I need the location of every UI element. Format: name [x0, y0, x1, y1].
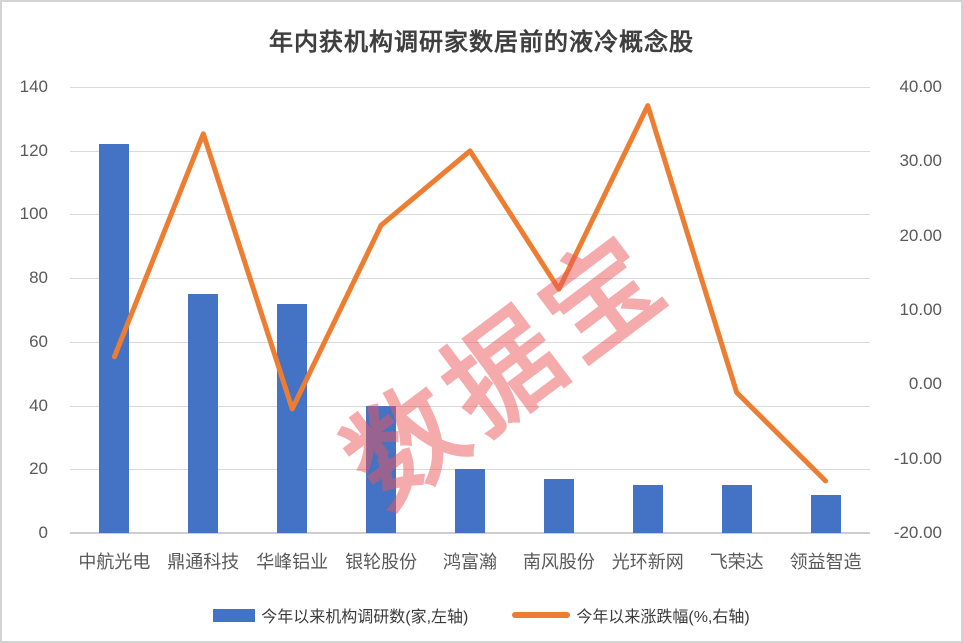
bar-银轮股份: [366, 405, 397, 533]
gridline: [70, 278, 870, 280]
left-axis-tick: 120: [19, 140, 48, 160]
left-axis: 140 120 100 80 60 40 20 0: [2, 77, 48, 542]
legend-item: 今年以来涨跌幅(%,右轴): [512, 603, 750, 627]
left-axis-tick: 40: [29, 395, 48, 415]
left-axis-tick: 80: [29, 268, 48, 288]
bar-领益智造: [810, 494, 841, 533]
legend-label: 今年以来涨跌幅(%,右轴): [576, 609, 750, 626]
bar-华峰铝业: [277, 303, 308, 533]
right-axis-tick: 20.00: [899, 225, 942, 245]
legend-item: 今年以来机构调研数(家,左轴): [213, 603, 468, 627]
legend-label: 今年以来机构调研数(家,左轴): [261, 609, 469, 626]
left-axis-tick: 60: [29, 331, 48, 351]
category-label: 银轮股份: [345, 552, 418, 572]
left-axis-tick: 140: [19, 77, 48, 96]
category-label: 南风股份: [522, 552, 595, 572]
legend-bar-swatch-icon: [213, 608, 256, 622]
category-label: 飞荣达: [709, 552, 764, 572]
legend: 今年以来机构调研数(家,左轴) 今年以来涨跌幅(%,右轴): [2, 603, 961, 627]
left-axis-tick: 20: [29, 459, 48, 479]
category-label: 鼎通科技: [167, 552, 240, 572]
line-path: [111, 103, 829, 484]
bar-中航光电: [99, 144, 130, 533]
category-label: 华峰铝业: [256, 552, 329, 572]
right-axis-tick: -20.00: [893, 523, 942, 542]
left-axis-tick: 0: [38, 523, 48, 542]
x-axis-baseline: [70, 532, 870, 534]
right-axis-tick: 40.00: [899, 77, 942, 96]
right-axis: 40.00 30.00 20.00 10.00 0.00 -10.00 -20.00: [880, 77, 942, 542]
gridline: [70, 87, 870, 88]
bar-飞荣达: [721, 485, 752, 533]
category-label: 领益智造: [789, 552, 862, 572]
line-series: [111, 103, 829, 484]
bar-光环新网: [632, 485, 663, 533]
legend-line-swatch-icon: [512, 612, 571, 618]
gridline: [70, 341, 870, 343]
bar-鼎通科技: [188, 294, 219, 533]
gridline: [70, 405, 870, 407]
gridline: [70, 214, 870, 216]
right-axis-tick: 30.00: [899, 151, 942, 171]
bar-南风股份: [543, 478, 574, 533]
plot-area: 数据宝: [70, 87, 870, 534]
right-axis-tick: -10.00: [893, 448, 942, 468]
chart-title: 年内获机构调研家数居前的液冷概念股: [269, 29, 694, 56]
left-axis-tick: 100: [19, 204, 48, 224]
bar-鸿富瀚: [455, 469, 485, 533]
category-label: 光环新网: [611, 552, 684, 572]
x-axis-labels: 中航光电 鼎通科技 华峰铝业 银轮股份 鸿富瀚 南风股份 光环新网 飞荣达 领益智造: [70, 548, 870, 574]
right-axis-tick: 10.00: [899, 300, 942, 319]
category-label: 中航光电: [78, 552, 151, 572]
category-label: 鸿富瀚: [443, 552, 497, 572]
right-axis-tick: 0.00: [908, 374, 942, 394]
